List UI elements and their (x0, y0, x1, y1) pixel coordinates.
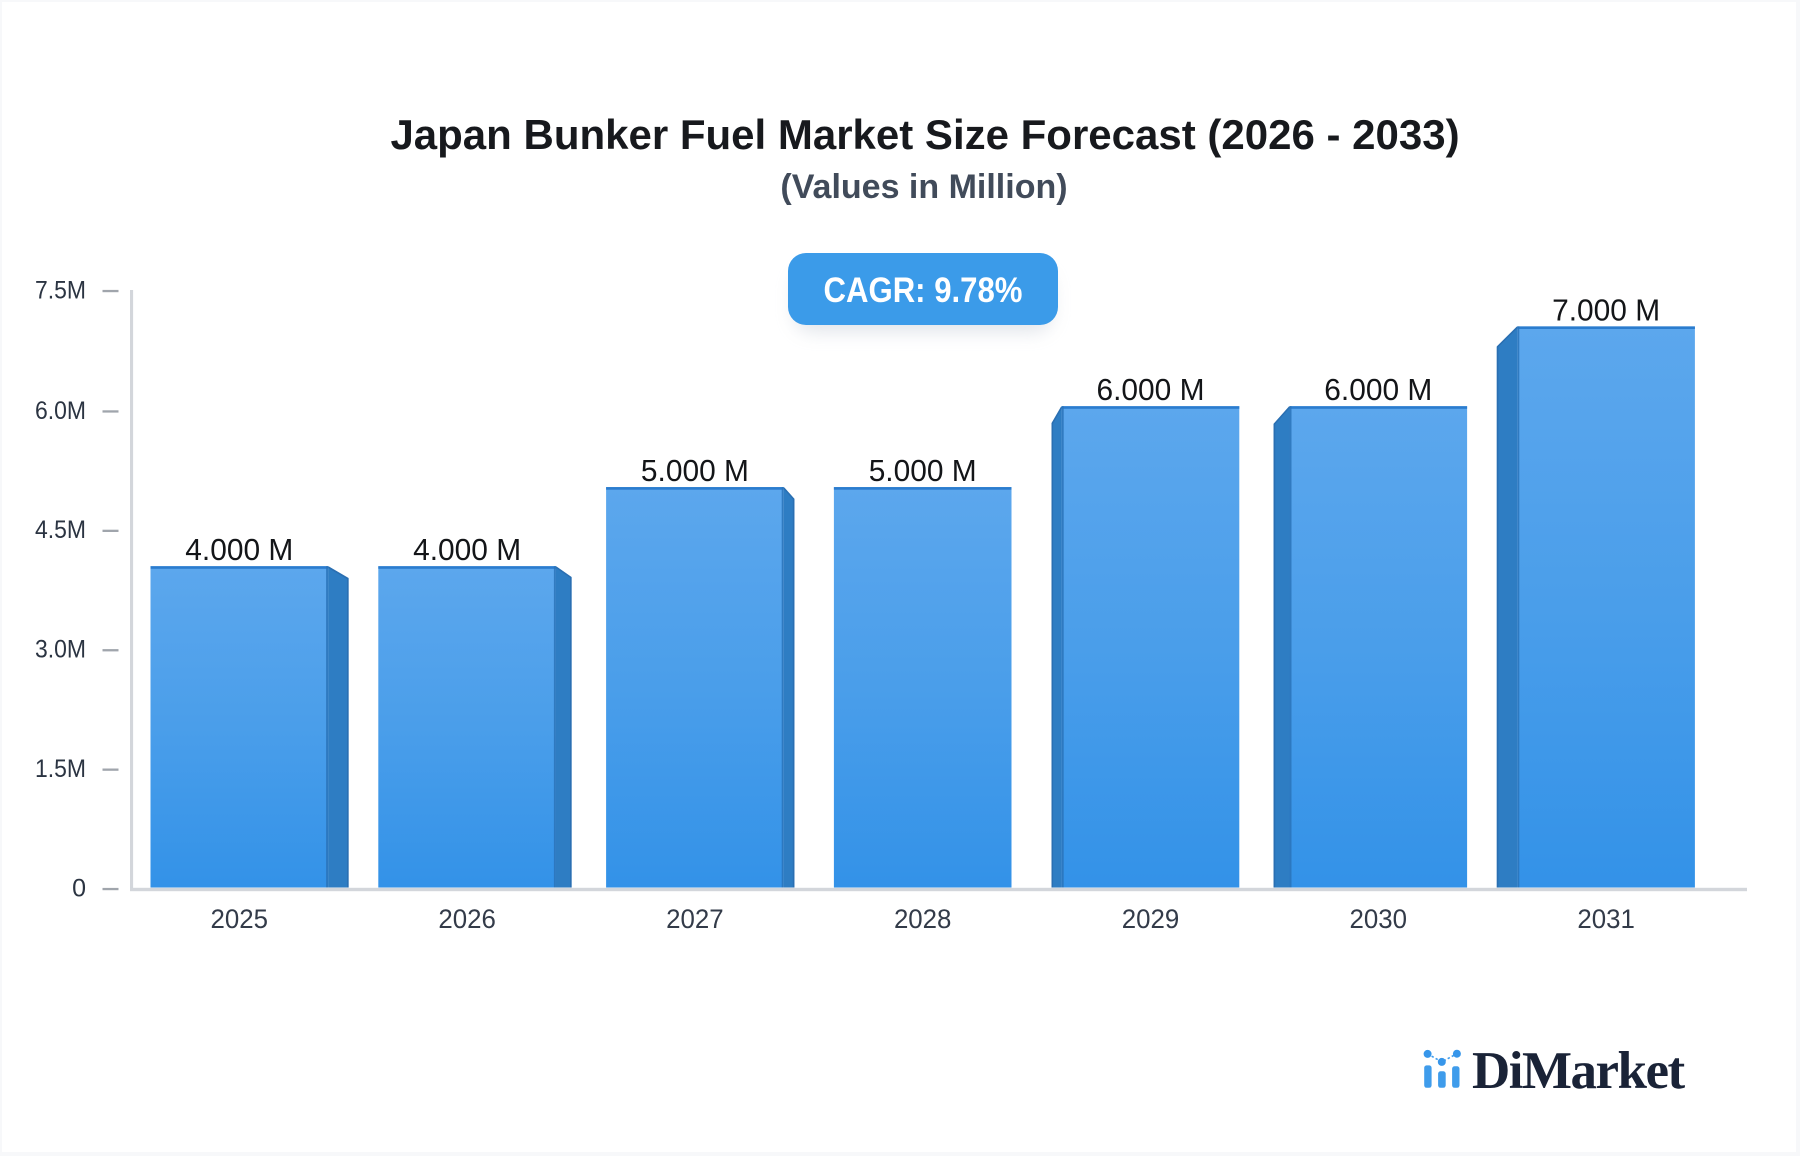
svg-text:2030: 2030 (1350, 904, 1408, 934)
svg-text:2026: 2026 (438, 904, 496, 934)
svg-text:(Values in Million): (Values in Million) (780, 168, 1067, 206)
svg-text:5.000 M: 5.000 M (641, 453, 749, 488)
svg-text:DiMarket: DiMarket (1472, 1042, 1686, 1100)
svg-text:5.000 M: 5.000 M (869, 453, 977, 488)
svg-text:6.000 M: 6.000 M (1324, 372, 1432, 407)
svg-text:4.000 M: 4.000 M (413, 532, 521, 567)
svg-text:CAGR: 9.78%: CAGR: 9.78% (824, 271, 1023, 310)
svg-text:1.5M: 1.5M (35, 755, 86, 783)
svg-text:6.0M: 6.0M (35, 397, 86, 425)
svg-text:7.000 M: 7.000 M (1552, 292, 1660, 327)
svg-text:2025: 2025 (211, 904, 269, 934)
svg-text:4.000 M: 4.000 M (185, 532, 293, 567)
svg-text:4.5M: 4.5M (35, 516, 86, 544)
svg-text:2031: 2031 (1577, 904, 1635, 934)
svg-text:0: 0 (72, 874, 86, 902)
svg-text:2029: 2029 (1122, 904, 1180, 934)
svg-text:2028: 2028 (894, 904, 952, 934)
svg-text:2027: 2027 (666, 904, 724, 934)
svg-text:3.0M: 3.0M (35, 636, 86, 664)
svg-text:Japan Bunker Fuel Market Size: Japan Bunker Fuel Market Size Forecast (… (390, 111, 1459, 158)
svg-text:7.5M: 7.5M (35, 276, 86, 304)
svg-text:6.000 M: 6.000 M (1097, 372, 1205, 407)
